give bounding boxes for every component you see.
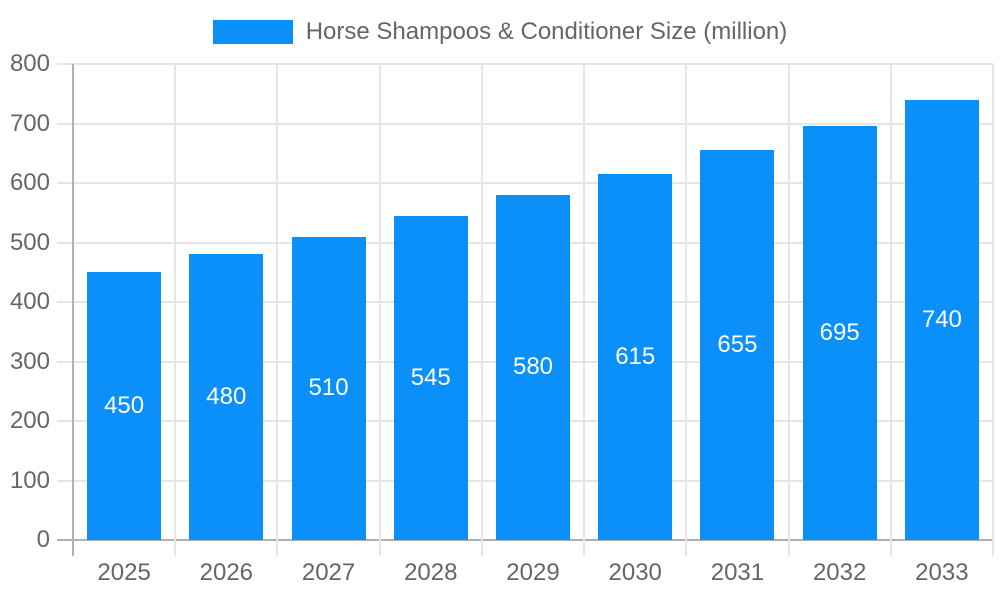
y-axis-line (72, 64, 74, 556)
y-axis-tick-label: 600 (9, 169, 50, 196)
x-axis-tick-label: 2032 (812, 559, 867, 586)
bar-value-label: 480 (206, 383, 247, 411)
gridline-vertical (276, 64, 279, 556)
bar-value-label: 740 (921, 305, 962, 333)
gridline-horizontal (57, 182, 993, 184)
gridline-vertical (174, 64, 177, 556)
y-axis-tick-label: 500 (9, 228, 50, 256)
gridline-horizontal (57, 63, 993, 65)
x-axis-tick-label: 2029 (506, 559, 560, 586)
bar-value-label: 695 (819, 319, 860, 347)
legend-label: Horse Shampoos & Conditioner Size (milli… (305, 18, 788, 45)
x-axis-line (57, 539, 993, 541)
y-axis-tick-label: 300 (9, 347, 50, 375)
y-axis-tick-label: 0 (36, 526, 50, 553)
bar (189, 254, 264, 540)
legend-swatch (212, 20, 293, 44)
gridline-vertical (583, 64, 586, 556)
x-axis-tick-label: 2031 (710, 559, 765, 586)
bar (87, 272, 162, 540)
bar-value-label: 580 (512, 353, 554, 381)
gridline-vertical (787, 64, 790, 556)
bar (496, 194, 570, 540)
y-axis-tick-label: 100 (9, 466, 50, 494)
gridline-horizontal (57, 122, 993, 125)
y-axis-tick-label: 700 (9, 109, 50, 137)
x-axis-tick-label: 2027 (301, 559, 356, 586)
bar (904, 99, 979, 540)
chart-legend[interactable]: Horse Shampoos & Conditioner Size (milli… (0, 18, 1000, 46)
y-axis-tick-label: 800 (9, 50, 50, 77)
x-axis-tick-label: 2033 (915, 559, 969, 586)
bar-value-label: 615 (615, 343, 656, 371)
bar (700, 150, 775, 540)
bar-value-label: 545 (410, 363, 451, 391)
bar-value-label: 655 (717, 331, 758, 359)
x-axis-tick-label: 2026 (199, 559, 254, 586)
x-axis-tick-label: 2025 (97, 559, 151, 586)
bar (598, 174, 673, 540)
y-axis-tick-label: 400 (9, 288, 50, 315)
gridline-vertical (378, 64, 381, 556)
bar-value-label: 450 (104, 392, 145, 420)
y-axis-tick-label: 200 (9, 407, 50, 434)
bar (291, 236, 366, 540)
gridline-vertical (685, 64, 688, 556)
gridline-vertical (889, 64, 892, 556)
x-axis-tick-label: 2028 (404, 559, 458, 586)
bar-value-label: 510 (308, 374, 349, 402)
gridline-vertical (480, 64, 483, 556)
bar (802, 126, 877, 540)
bar (393, 215, 468, 540)
x-axis-tick-label: 2030 (608, 559, 662, 586)
gridline-vertical (992, 64, 994, 556)
